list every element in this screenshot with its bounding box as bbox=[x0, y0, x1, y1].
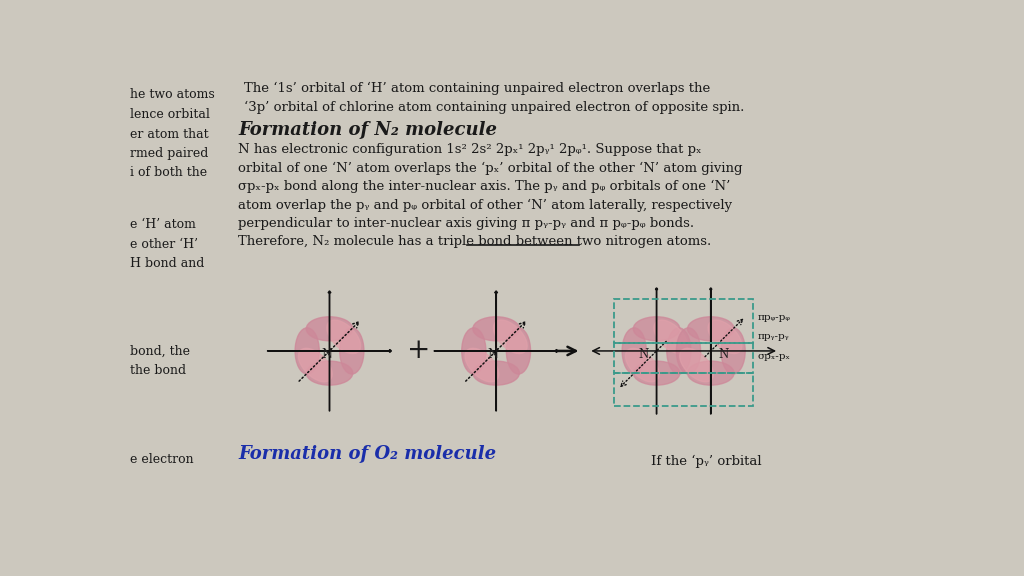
FancyArrow shape bbox=[710, 288, 712, 414]
Text: σpₓ-pₓ: σpₓ-pₓ bbox=[758, 352, 791, 361]
FancyArrow shape bbox=[655, 288, 657, 414]
Text: If the ‘pᵧ’ orbital: If the ‘pᵧ’ orbital bbox=[651, 455, 762, 468]
Ellipse shape bbox=[687, 317, 734, 341]
Text: N: N bbox=[321, 347, 332, 361]
Text: πpᵧ-pᵧ: πpᵧ-pᵧ bbox=[758, 332, 788, 341]
Bar bbox=[614, 343, 754, 373]
Text: rmed paired: rmed paired bbox=[130, 147, 208, 160]
Text: e electron: e electron bbox=[130, 453, 194, 465]
Ellipse shape bbox=[709, 320, 741, 354]
Text: H bond and: H bond and bbox=[130, 257, 204, 270]
Text: Formation of N₂ molecule: Formation of N₂ molecule bbox=[238, 122, 497, 139]
Ellipse shape bbox=[633, 361, 680, 385]
Ellipse shape bbox=[677, 328, 700, 374]
Ellipse shape bbox=[623, 328, 646, 374]
Text: atom overlap the pᵧ and pᵩ orbital of other ‘N’ atom laterally, respectively: atom overlap the pᵧ and pᵩ orbital of ot… bbox=[238, 199, 732, 212]
Ellipse shape bbox=[667, 328, 691, 374]
FancyArrow shape bbox=[267, 350, 391, 353]
FancyArrow shape bbox=[434, 350, 558, 353]
Text: πpᵩ-pᵩ: πpᵩ-pᵩ bbox=[758, 313, 791, 321]
Ellipse shape bbox=[340, 328, 364, 374]
Ellipse shape bbox=[306, 361, 352, 385]
Text: N: N bbox=[487, 347, 499, 361]
Ellipse shape bbox=[306, 317, 352, 341]
Text: bond, the: bond, the bbox=[130, 345, 189, 358]
Text: the bond: the bond bbox=[130, 364, 185, 377]
Text: N has electronic configuration 1s² 2s² 2pₓ¹ 2pᵧ¹ 2pᵩ¹. Suppose that pₓ: N has electronic configuration 1s² 2s² 2… bbox=[238, 143, 701, 156]
Text: he two atoms: he two atoms bbox=[130, 88, 214, 101]
Bar bbox=[614, 298, 754, 343]
FancyArrow shape bbox=[495, 291, 498, 411]
Bar bbox=[614, 373, 754, 407]
Ellipse shape bbox=[295, 328, 319, 374]
Text: ‘3p’ orbital of chlorine atom containing unpaired electron of opposite spin.: ‘3p’ orbital of chlorine atom containing… bbox=[245, 101, 744, 114]
Ellipse shape bbox=[298, 348, 332, 382]
Ellipse shape bbox=[687, 361, 734, 385]
Text: The ‘1s’ orbital of ‘H’ atom containing unpaired electron overlaps the: The ‘1s’ orbital of ‘H’ atom containing … bbox=[245, 81, 711, 94]
Text: σpₓ-pₓ bond along the inter-nuclear axis. The pᵧ and pᵩ orbitals of one ‘N’: σpₓ-pₓ bond along the inter-nuclear axis… bbox=[238, 180, 730, 193]
Text: lence orbital: lence orbital bbox=[130, 108, 210, 122]
Ellipse shape bbox=[473, 317, 519, 341]
Text: Therefore, N₂ molecule has a triple bond between two nitrogen atoms.: Therefore, N₂ molecule has a triple bond… bbox=[238, 236, 712, 248]
Ellipse shape bbox=[626, 348, 659, 382]
Ellipse shape bbox=[506, 328, 530, 374]
Text: i of both the: i of both the bbox=[130, 166, 207, 179]
Text: N: N bbox=[719, 347, 729, 361]
Text: e other ‘H’: e other ‘H’ bbox=[130, 238, 198, 251]
Ellipse shape bbox=[473, 361, 519, 385]
FancyArrow shape bbox=[328, 291, 331, 411]
Ellipse shape bbox=[680, 348, 714, 382]
Ellipse shape bbox=[327, 320, 360, 354]
Text: Formation of O₂ molecule: Formation of O₂ molecule bbox=[238, 445, 497, 463]
Ellipse shape bbox=[654, 320, 688, 354]
Text: +: + bbox=[407, 338, 430, 365]
Ellipse shape bbox=[465, 348, 499, 382]
Ellipse shape bbox=[462, 328, 486, 374]
Text: perpendicular to inter-nuclear axis giving π pᵧ-pᵧ and π pᵩ-pᵩ bonds.: perpendicular to inter-nuclear axis givi… bbox=[238, 217, 694, 230]
Text: orbital of one ‘N’ atom overlaps the ‘pₓ’ orbital of the other ‘N’ atom giving: orbital of one ‘N’ atom overlaps the ‘pₓ… bbox=[238, 161, 742, 175]
Ellipse shape bbox=[494, 320, 527, 354]
Ellipse shape bbox=[721, 328, 745, 374]
Ellipse shape bbox=[633, 317, 680, 341]
Text: N: N bbox=[639, 347, 649, 361]
Text: er atom that: er atom that bbox=[130, 128, 208, 141]
Text: e ‘H’ atom: e ‘H’ atom bbox=[130, 218, 196, 232]
